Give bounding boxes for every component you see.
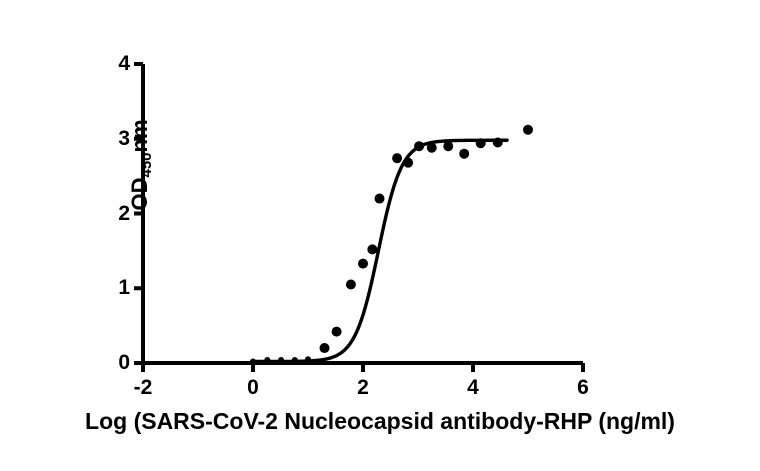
data-point: [426, 142, 437, 153]
data-point: [278, 357, 285, 364]
data-point: [492, 137, 503, 148]
data-point: [331, 326, 342, 337]
data-point: [523, 124, 533, 135]
data-point: [319, 343, 330, 354]
x-tick-label: 0: [247, 376, 259, 399]
data-point: [367, 244, 378, 255]
data-point: [459, 148, 470, 159]
x-tick-label: 6: [577, 376, 589, 399]
y-axis-title-suffix: nm: [127, 119, 152, 153]
y-axis-ticks: [134, 62, 143, 365]
y-tick-label: 3: [118, 126, 130, 150]
x-axis-title: Log (SARS-CoV-2 Nucleocapsid antibody-RH…: [85, 408, 675, 434]
y-tick-label: 2: [118, 201, 130, 225]
data-point: [250, 358, 256, 365]
data-point: [414, 141, 425, 152]
data-point: [475, 138, 486, 149]
x-tick-label: 2: [357, 376, 369, 399]
data-point: [291, 357, 298, 364]
fit-curve: [251, 138, 509, 364]
x-tick-label: 4: [467, 376, 479, 399]
x-axis-ticks: [141, 363, 585, 372]
x-tick-label: -2: [133, 376, 153, 399]
y-tick-label: 0: [118, 351, 130, 374]
data-point: [264, 357, 271, 364]
y-tick-label: 1: [118, 276, 130, 300]
data-point: [345, 279, 356, 290]
y-axis-title-subscript: 450: [138, 152, 155, 178]
y-axis-title: OD450nm: [123, 85, 157, 245]
data-point: [305, 356, 311, 363]
y-tick-label: 4: [118, 52, 130, 75]
y-axis-title-prefix: OD: [127, 177, 152, 211]
data-point: [392, 153, 403, 164]
data-point: [374, 193, 385, 204]
data-point-group: [250, 124, 533, 365]
data-point: [443, 141, 454, 152]
data-point: [403, 157, 414, 168]
data-point: [358, 258, 368, 269]
